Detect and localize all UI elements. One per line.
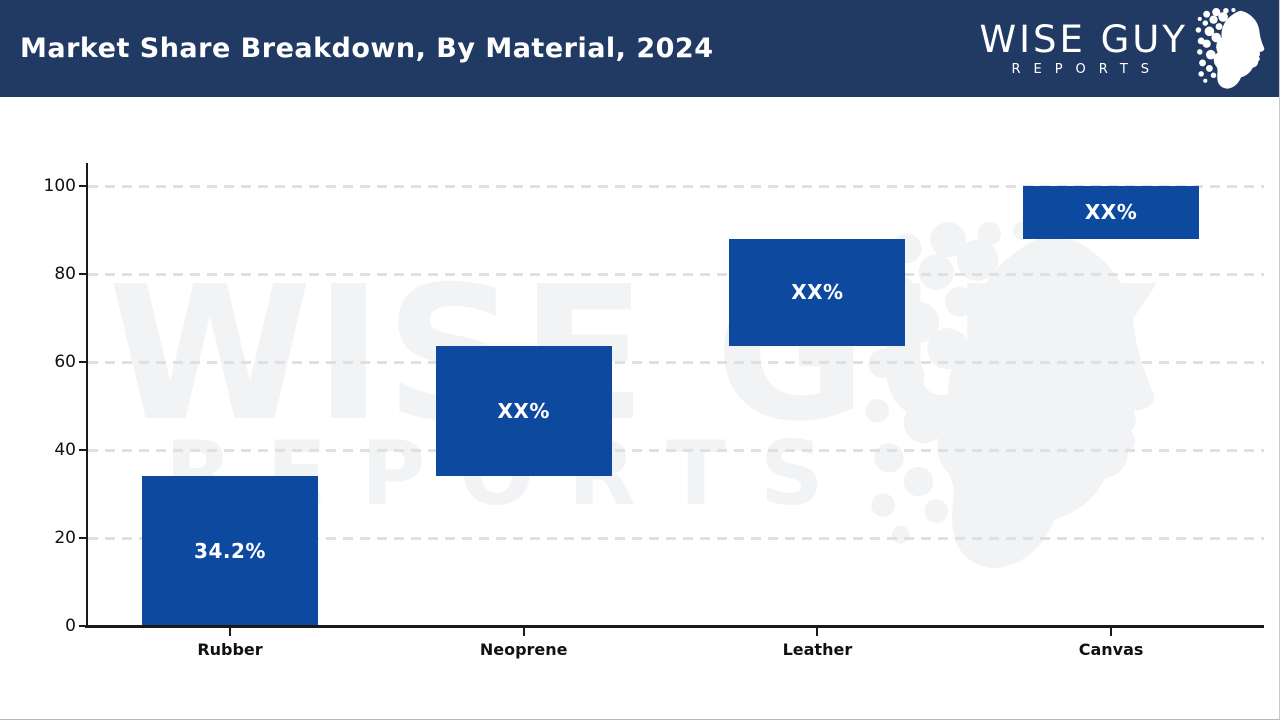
gridline-80 [88, 273, 1264, 276]
y-tick-label-80: 80 [54, 264, 76, 284]
x-tick-mark-neoprene [522, 628, 525, 636]
x-tick-label-rubber: Rubber [197, 640, 263, 659]
x-axis-line [85, 625, 1264, 628]
bar-canvas: XX% [1023, 186, 1200, 239]
y-tick-mark-20 [79, 537, 88, 539]
brand-logo-text: WISE GUY REPORTS [980, 21, 1188, 76]
bar-neoprene: XX% [435, 346, 612, 476]
x-tick-mark-canvas [1110, 628, 1113, 636]
bar-value-label-leather: XX% [791, 280, 844, 305]
y-tick-mark-0 [79, 625, 88, 627]
x-tick-label-canvas: Canvas [1078, 640, 1144, 659]
bar-value-label-rubber: 34.2% [194, 538, 266, 563]
y-tick-label-20: 20 [54, 528, 76, 548]
bar-leather: XX% [729, 238, 906, 347]
x-tick-label-neoprene: Neoprene [479, 640, 568, 659]
y-tick-label-0: 0 [65, 616, 76, 636]
header-bar: Market Share Breakdown, By Material, 202… [0, 0, 1279, 97]
gridline-40 [88, 449, 1264, 452]
y-tick-mark-60 [79, 361, 88, 363]
y-tick-mark-40 [79, 449, 88, 451]
gridline-100 [88, 185, 1264, 188]
brand-subname: REPORTS [1011, 62, 1163, 77]
brand-logo: WISE GUY REPORTS [980, 8, 1279, 89]
x-tick-mark-leather [816, 628, 819, 636]
y-axis-spine [86, 163, 88, 628]
y-tick-mark-100 [79, 185, 88, 187]
bar-value-label-canvas: XX% [1084, 200, 1138, 225]
bar-rubber: 34.2% [142, 475, 318, 626]
y-tick-label-40: 40 [54, 440, 76, 460]
brand-head-icon [1195, 8, 1265, 89]
x-tick-label-leather: Leather [782, 640, 853, 659]
chart-title: Market Share Breakdown, By Material, 202… [20, 33, 714, 64]
y-tick-mark-80 [79, 273, 88, 275]
y-tick-label-60: 60 [54, 352, 76, 372]
gridline-20 [88, 537, 1264, 540]
y-tick-label-100: 100 [43, 176, 76, 196]
gridline-60 [88, 361, 1264, 364]
bar-value-label-neoprene: XX% [497, 398, 550, 423]
brand-name: WISE GUY [979, 18, 1188, 61]
x-tick-mark-rubber [229, 628, 231, 636]
